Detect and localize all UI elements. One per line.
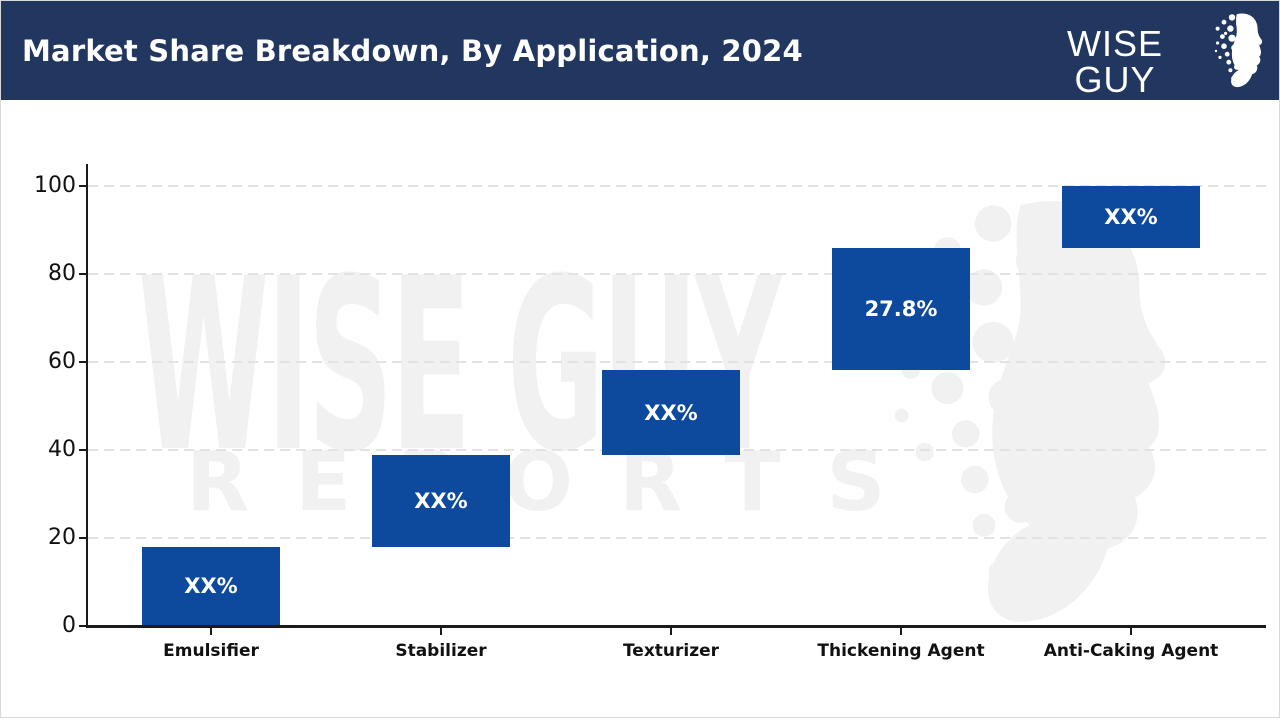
gridline-100 [88,185,1266,187]
gridline-80 [88,273,1266,275]
x-tick-label-1: Stabilizer [395,641,487,661]
bar-texturizer: XX% [602,369,740,456]
wiseguy-logo: WISE GUY REPORTS [1024,6,1264,117]
y-tick-label-20: 20 [48,525,76,550]
y-tick-40 [79,449,88,451]
y-tick-label-80: 80 [48,261,76,286]
x-tick-2 [670,627,672,635]
y-tick-label-40: 40 [48,437,76,462]
gridline-20 [88,537,1266,539]
bar-stabilizer: XX% [372,455,510,547]
y-axis-line [86,164,88,627]
y-tick-80 [79,273,88,275]
bar-value-label: XX% [414,489,468,514]
chart-title: Market Share Breakdown, By Application, … [22,34,803,68]
x-tick-3 [900,627,902,635]
y-tick-label-60: 60 [48,349,76,374]
x-tick-label-4: Anti-Caking Agent [1043,641,1219,661]
bar-value-label: 27.8% [864,296,938,321]
header-bar: Market Share Breakdown, By Application, … [0,0,1280,117]
x-axis-line [86,625,1266,628]
wiseguy-face-icon [1214,13,1263,88]
y-tick-label-100: 100 [34,173,76,198]
x-tick-0 [210,627,212,635]
y-tick-20 [79,537,88,539]
gridline-60 [88,361,1266,363]
y-tick-60 [79,361,88,363]
bar-emulsifier: XX% [142,546,280,626]
y-tick-label-0: 0 [62,613,76,638]
bar-value-label: XX% [644,400,698,425]
wiseguy-logo-secondary: REPORTS [1051,101,1183,117]
bar-anti-caking-agent: XX% [1062,186,1200,248]
y-tick-100 [79,185,88,187]
x-tick-label-3: Thickening Agent [817,641,985,661]
bar-value-label: XX% [184,574,238,599]
wiseguy-logo-text: WISE GUY REPORTS [1024,23,1206,118]
x-tick-4 [1130,627,1132,635]
bar-thickening-agent: 27.8% [832,247,970,370]
y-tick-0 [79,625,88,627]
bar-value-label: XX% [1104,204,1158,229]
x-tick-label-0: Emulsifier [163,641,259,661]
wiseguy-logo-primary: WISE GUY [1066,23,1163,100]
x-tick-1 [440,627,442,635]
x-tick-label-2: Texturizer [622,641,720,661]
